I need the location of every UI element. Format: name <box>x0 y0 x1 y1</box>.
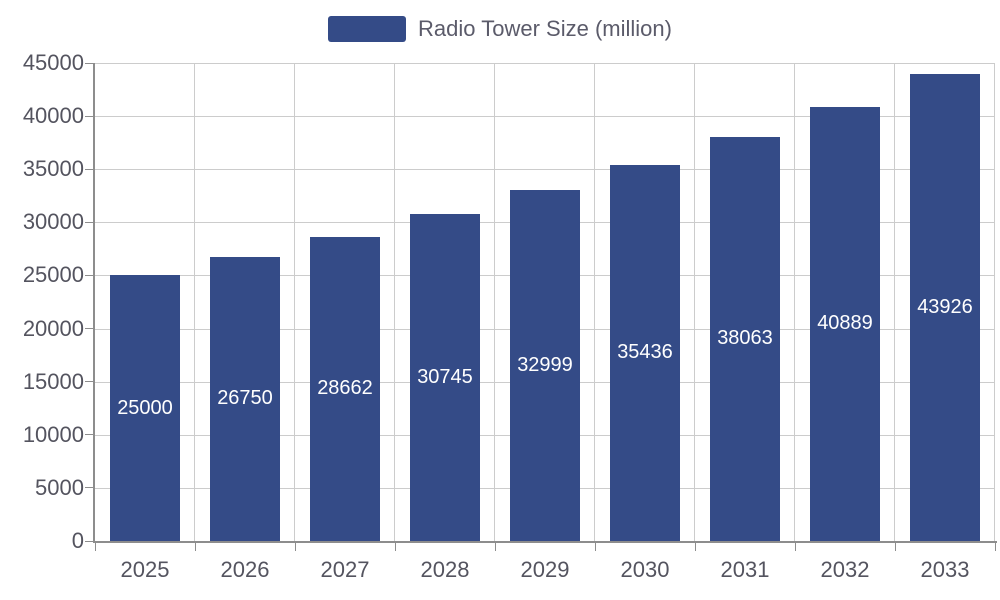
y-tick-label: 5000 <box>35 474 84 500</box>
gridline-vertical <box>694 63 695 541</box>
bar[interactable]: 40889 <box>810 106 880 541</box>
gridline-vertical <box>194 63 195 541</box>
bar-value-label: 38063 <box>717 327 773 350</box>
y-tick-mark <box>85 221 93 223</box>
x-tick-mark <box>194 543 196 551</box>
x-tick-label: 2027 <box>320 557 370 582</box>
y-tick-mark <box>85 434 93 436</box>
y-tick-label: 0 <box>71 528 84 553</box>
y-tick-mark <box>85 168 93 170</box>
gridline-horizontal <box>95 63 995 64</box>
gridline-vertical <box>594 63 595 541</box>
x-tick-label: 2026 <box>220 557 270 582</box>
y-tick-mark <box>85 487 93 489</box>
x-axis-line <box>93 541 997 543</box>
gridline-vertical <box>994 63 995 541</box>
gridline-vertical <box>894 63 895 541</box>
x-tick-mark <box>394 543 396 551</box>
bar-value-label: 26750 <box>217 387 273 410</box>
y-tick-mark <box>85 540 93 542</box>
legend[interactable]: Radio Tower Size (million) <box>0 16 1000 42</box>
x-tick-label: 2031 <box>720 557 770 582</box>
legend-label: Radio Tower Size (million) <box>418 16 672 41</box>
bar-value-label: 32999 <box>517 354 573 377</box>
y-tick-mark <box>85 62 93 64</box>
gridline-vertical <box>494 63 495 541</box>
x-tick-mark <box>794 543 796 551</box>
y-tick-label: 35000 <box>22 156 84 182</box>
plot-area: 25000 26750 28662 30745 32999 35436 38063 40889… <box>95 63 995 541</box>
x-tick-mark <box>494 543 496 551</box>
legend-swatch <box>328 16 407 42</box>
y-tick-mark <box>85 381 93 383</box>
x-tick-label: 2025 <box>120 557 170 582</box>
gridline-horizontal <box>95 116 995 118</box>
bar[interactable]: 30745 <box>410 214 480 541</box>
x-tick-label: 2029 <box>520 557 570 582</box>
y-tick-label: 40000 <box>22 103 84 129</box>
bar[interactable]: 28662 <box>310 236 380 541</box>
bar-value-label: 28662 <box>317 377 373 400</box>
y-tick-label: 20000 <box>22 315 84 341</box>
x-tick-mark <box>294 543 296 551</box>
gridline-vertical <box>794 63 795 541</box>
y-tick-label: 15000 <box>22 368 84 394</box>
bar-value-label: 43926 <box>917 296 973 319</box>
gridline-vertical <box>394 63 395 541</box>
x-tick-label: 2033 <box>920 557 970 582</box>
bar-value-label: 30745 <box>417 366 473 389</box>
x-tick-mark <box>94 543 96 551</box>
gridline-vertical <box>294 63 295 541</box>
y-tick-label: 10000 <box>22 421 84 447</box>
bar[interactable]: 26750 <box>210 256 280 541</box>
x-tick-mark <box>894 543 896 551</box>
y-tick-mark <box>85 328 93 330</box>
y-tick-label: 25000 <box>22 262 84 288</box>
x-tick-mark <box>994 543 996 551</box>
y-axis-line <box>93 63 95 543</box>
x-tick-mark <box>594 543 596 551</box>
bar-value-label: 40889 <box>817 312 873 335</box>
bar[interactable]: 25000 <box>110 275 180 541</box>
bar-value-label: 35436 <box>617 341 673 364</box>
y-tick-label: 30000 <box>22 209 84 235</box>
x-tick-label: 2028 <box>420 557 470 582</box>
x-tick-label: 2030 <box>620 557 670 582</box>
bar[interactable]: 38063 <box>710 136 780 541</box>
x-tick-mark <box>694 543 696 551</box>
gridline-horizontal <box>95 169 995 171</box>
y-tick-mark <box>85 115 93 117</box>
y-tick-mark <box>85 274 93 276</box>
bar[interactable]: 43926 <box>910 74 980 541</box>
bar[interactable]: 35436 <box>610 164 680 541</box>
bar[interactable]: 32999 <box>510 190 580 541</box>
bar-value-label: 25000 <box>117 396 173 419</box>
x-tick-label: 2032 <box>820 557 870 582</box>
y-tick-label: 45000 <box>22 50 84 75</box>
